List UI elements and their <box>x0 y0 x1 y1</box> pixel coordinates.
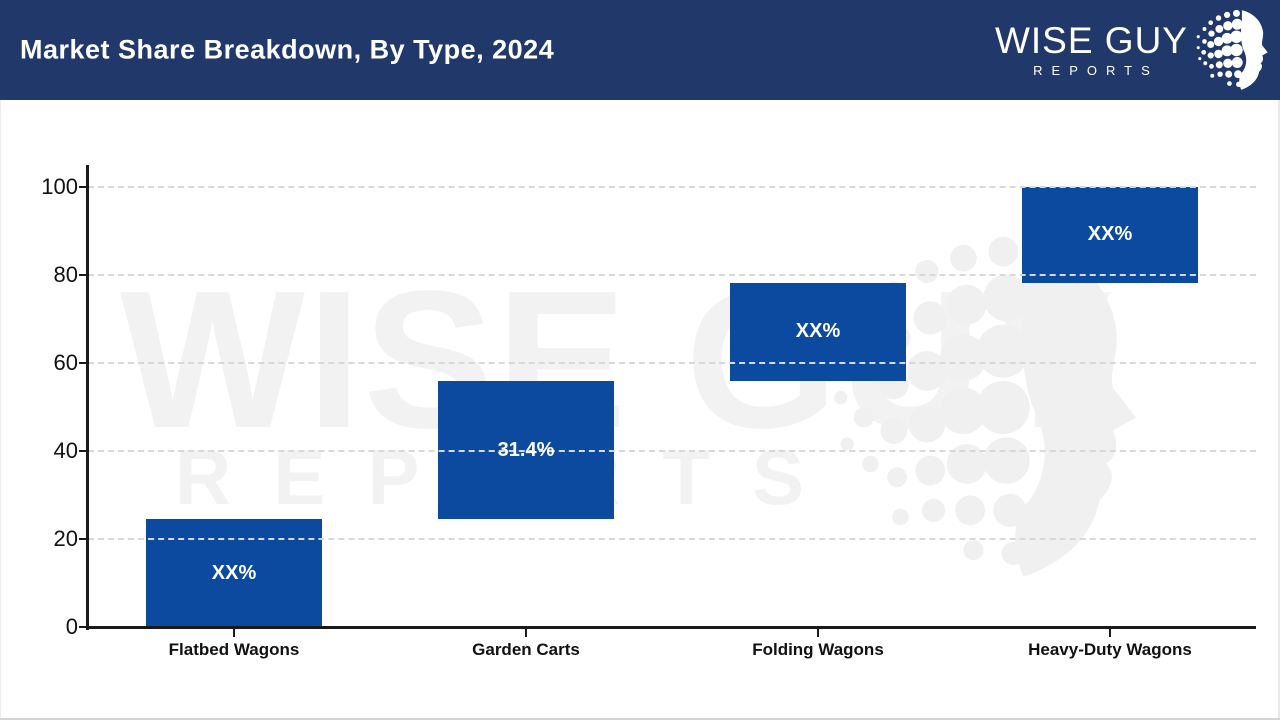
y-tick-label-40: 40 <box>53 438 78 463</box>
bar-folding-wagons <box>730 282 906 382</box>
dotted-head-icon <box>1192 5 1270 95</box>
x-tick-mark-flatbed-wagons <box>233 629 235 637</box>
x-tick-mark-folding-wagons <box>817 629 819 637</box>
y-tick-mark-0 <box>79 626 87 628</box>
x-category-label-heavy-duty-wagons: Heavy-Duty Wagons <box>1028 640 1192 659</box>
gridline-40 <box>88 450 1256 452</box>
page-title: Market Share Breakdown, By Type, 2024 <box>20 34 555 65</box>
y-tick-label-20: 20 <box>53 526 78 551</box>
bar-value-label-folding-wagons: XX% <box>795 320 841 343</box>
y-tick-label-60: 60 <box>53 350 78 375</box>
y-tick-label-80: 80 <box>53 262 78 287</box>
x-category-label-folding-wagons: Folding Wagons <box>752 640 884 659</box>
x-tick-mark-garden-carts <box>525 629 527 637</box>
gridline-60 <box>88 362 1256 364</box>
x-category-label-garden-carts: Garden Carts <box>472 640 580 659</box>
x-axis-line <box>86 626 1256 629</box>
gridline-100 <box>88 186 1256 188</box>
bar-flatbed-wagons <box>146 519 322 627</box>
y-tick-label-100: 100 <box>41 174 78 199</box>
bar-value-label-heavy-duty-wagons: XX% <box>1087 223 1133 246</box>
x-category-label-flatbed-wagons: Flatbed Wagons <box>168 640 300 659</box>
logo-subtext: REPORTS <box>1033 63 1159 78</box>
gridline-80 <box>88 274 1256 276</box>
bar-heavy-duty-wagons <box>1022 187 1198 283</box>
logo-wordmark: WISE GUY <box>994 20 1188 61</box>
x-tick-mark-heavy-duty-wagons <box>1109 629 1111 637</box>
y-tick-mark-100 <box>79 186 87 188</box>
wise-guy-reports-logo: WISE GUY REPORTS <box>995 0 1270 100</box>
y-tick-mark-40 <box>79 450 87 452</box>
y-tick-mark-80 <box>79 274 87 276</box>
y-axis-line <box>86 165 89 630</box>
bar-value-label-garden-carts: 31.4% <box>497 438 555 461</box>
y-tick-mark-20 <box>79 538 87 540</box>
y-tick-mark-60 <box>79 362 87 364</box>
y-tick-label-0: 0 <box>65 614 78 639</box>
bar-value-label-flatbed-wagons: XX% <box>211 561 257 584</box>
gridline-20 <box>88 538 1256 540</box>
header-bar: Market Share Breakdown, By Type, 2024 WI… <box>0 0 1280 100</box>
